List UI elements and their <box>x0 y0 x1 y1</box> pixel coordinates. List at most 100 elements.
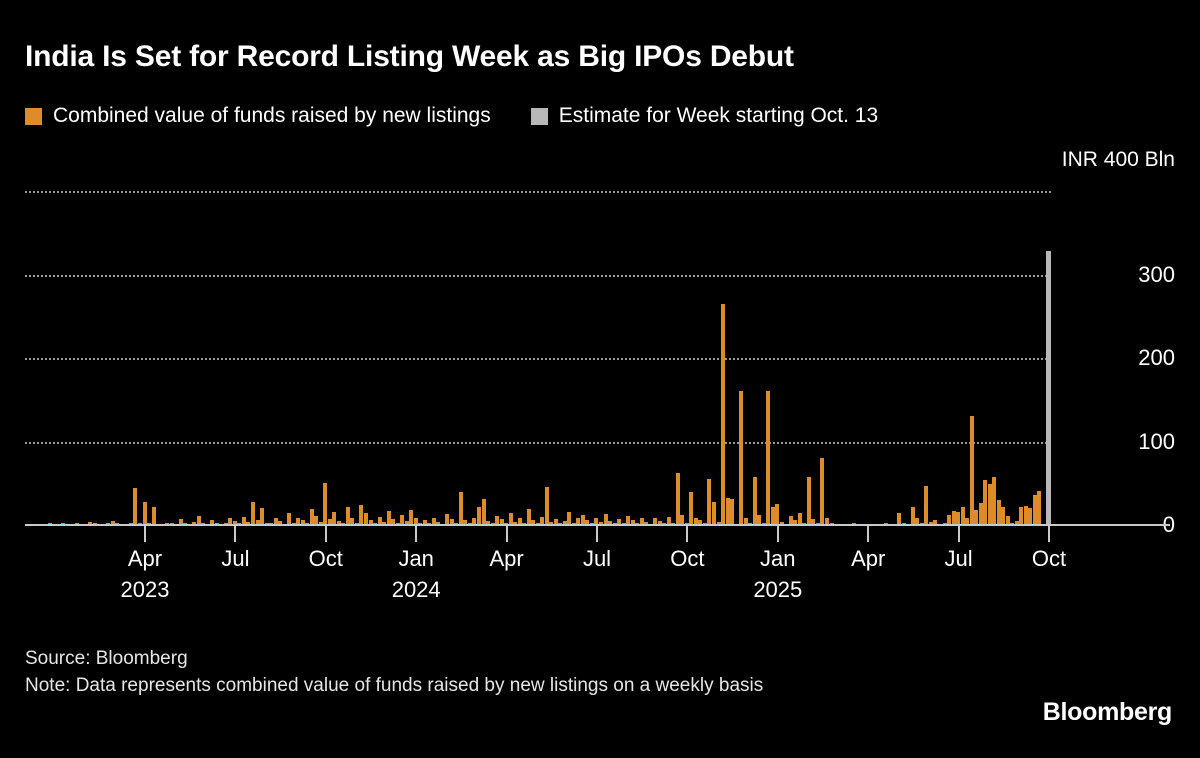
bar <box>495 515 500 525</box>
bar <box>553 519 558 525</box>
bar <box>327 519 332 525</box>
bar <box>712 501 716 525</box>
bar <box>797 513 802 525</box>
bar <box>1032 494 1037 525</box>
bar <box>698 520 703 525</box>
x-tick-label: Jul <box>221 546 249 572</box>
bar <box>490 522 495 525</box>
bar <box>260 508 265 525</box>
bar <box>540 516 545 525</box>
x-tick-month: Jul <box>221 546 250 571</box>
bar <box>788 515 793 525</box>
bar <box>599 521 604 525</box>
bar <box>897 513 902 525</box>
bar <box>1023 505 1028 525</box>
bar <box>142 501 147 525</box>
x-tick-month: Jul <box>944 546 973 571</box>
bar <box>400 514 405 525</box>
bar <box>513 521 518 525</box>
bar <box>901 522 906 525</box>
bar <box>454 522 459 525</box>
bar <box>653 518 658 525</box>
bar <box>725 498 730 525</box>
bar <box>825 517 829 525</box>
bar <box>947 514 952 525</box>
x-tick-year: 2023 <box>120 577 170 602</box>
bar <box>449 519 454 525</box>
bar <box>752 477 757 525</box>
x-tick-month: Jul <box>582 546 612 571</box>
bar <box>1014 520 1019 525</box>
bar <box>413 518 418 525</box>
bar <box>630 520 635 525</box>
bar <box>210 520 215 525</box>
bar <box>974 509 979 525</box>
bar <box>983 479 988 525</box>
x-tick-Oct <box>324 525 327 542</box>
bar <box>965 517 970 525</box>
bar <box>680 514 685 525</box>
bar <box>770 506 775 525</box>
legend-label-actual: Combined value of funds raised by new li… <box>53 104 491 127</box>
bar <box>671 522 676 525</box>
gridline-400 <box>25 191 1051 193</box>
bar <box>996 499 1001 525</box>
bar <box>766 391 771 525</box>
bar <box>476 506 481 525</box>
bar <box>739 391 744 525</box>
bar <box>775 504 780 525</box>
x-tick-label: Oct <box>1032 546 1066 572</box>
x-tick-year: 2025 <box>753 577 803 602</box>
x-tick-label: Jul <box>583 546 611 572</box>
bloomberg-logo: Bloomberg <box>1042 698 1173 726</box>
bar <box>110 520 115 525</box>
bar <box>481 499 486 525</box>
x-tick-Oct <box>1048 525 1050 542</box>
bar <box>386 510 391 525</box>
bar <box>241 516 246 525</box>
bar <box>517 518 522 525</box>
bar <box>1037 490 1042 525</box>
x-tick-Apr <box>867 525 870 542</box>
bar <box>793 520 798 525</box>
legend-swatch-gray <box>530 107 548 125</box>
x-tick-month: Apr <box>851 546 886 571</box>
x-tick-label: Apr <box>851 546 885 572</box>
x-tick-Apr <box>144 525 146 542</box>
bar <box>291 522 296 525</box>
y-axis-unit-label: INR 400 Bln <box>1061 148 1175 171</box>
bar <box>363 513 368 525</box>
bar <box>418 522 423 525</box>
bar <box>603 514 608 525</box>
bar <box>666 516 671 525</box>
bar <box>137 522 142 525</box>
x-tick-Apr <box>505 525 508 542</box>
bar <box>88 521 93 525</box>
bar <box>499 519 504 525</box>
x-tick-label: Jan 2024 <box>392 546 441 603</box>
bar <box>522 522 527 525</box>
bar <box>956 511 961 525</box>
bar <box>576 518 581 525</box>
x-tick-label: Jul <box>945 546 973 572</box>
bar <box>250 502 255 525</box>
bar <box>806 476 811 525</box>
bar <box>264 522 269 525</box>
bar <box>951 510 956 525</box>
bar <box>743 517 748 525</box>
bar <box>693 517 698 525</box>
bar <box>341 522 346 525</box>
bar <box>585 520 590 525</box>
footer-source: Source: Bloomberg <box>25 648 188 669</box>
y-tick-label-200: 200 <box>1138 345 1175 370</box>
bar <box>445 514 450 525</box>
bar <box>196 515 201 525</box>
x-tick-Jan <box>776 525 779 542</box>
legend-swatch-orange <box>25 107 42 125</box>
bar <box>1019 506 1024 525</box>
legend-item-estimate: Estimate for Week starting Oct. 13 <box>530 104 878 128</box>
footer-note: Note: Data represents combined value of … <box>25 674 764 696</box>
bar <box>730 499 735 525</box>
bar <box>992 476 997 525</box>
bars-layer <box>25 191 1052 525</box>
